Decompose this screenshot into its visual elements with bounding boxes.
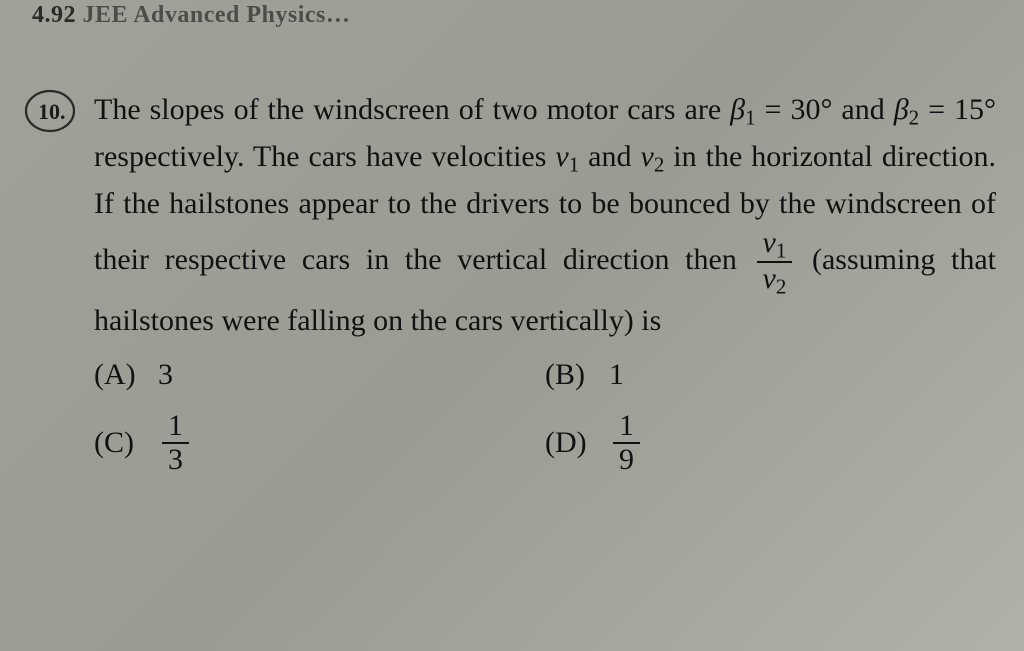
option-fraction: 1 3: [162, 410, 189, 475]
fraction-v1-v2: v1v2: [757, 227, 793, 298]
sub: 2: [776, 275, 787, 299]
sym-beta: β: [894, 93, 909, 126]
section-header: 4.92 JEE Advanced Physics…: [28, 0, 996, 37]
question-number: 10.: [38, 99, 66, 125]
text-part: and: [579, 140, 640, 173]
frac-num: 1: [162, 410, 189, 444]
option-value: 3: [158, 358, 173, 392]
option-c: (C) 1 3: [94, 410, 545, 475]
option-label: (A): [94, 358, 146, 392]
question-number-badge: 10.: [28, 93, 84, 141]
frac-num: 1: [613, 410, 640, 444]
sym-v: v: [763, 226, 776, 259]
option-b: (B) 1: [545, 358, 996, 392]
options-grid: (A) 3 (B) 1 (C) 1 3 (D) 1 9: [94, 358, 996, 475]
option-label: (C): [94, 426, 146, 460]
sym-v: v: [763, 262, 776, 295]
question-block: 10. The slopes of the windscreen of two …: [28, 87, 996, 344]
option-a: (A) 3: [94, 358, 545, 392]
option-fraction: 1 9: [613, 410, 640, 475]
frac-den: 3: [162, 444, 189, 476]
frac-den: 9: [613, 444, 640, 476]
section-title: JEE Advanced Physics…: [83, 2, 351, 28]
sub: 1: [776, 238, 787, 262]
text-part: = 30° and: [756, 93, 894, 126]
sub: 2: [909, 105, 920, 129]
sub: 1: [745, 105, 756, 129]
sub: 2: [654, 152, 665, 176]
option-value: 1: [609, 358, 624, 392]
option-d: (D) 1 9: [545, 410, 996, 475]
sub: 1: [569, 152, 580, 176]
text-part: The slopes of the windscreen of two moto…: [94, 93, 730, 126]
sym-v: v: [640, 140, 653, 173]
section-number: 4.92: [32, 2, 76, 28]
sym-v: v: [555, 140, 568, 173]
sym-beta: β: [730, 93, 745, 126]
option-label: (D): [545, 426, 597, 460]
option-label: (B): [545, 358, 597, 392]
question-text: The slopes of the windscreen of two moto…: [94, 87, 996, 344]
